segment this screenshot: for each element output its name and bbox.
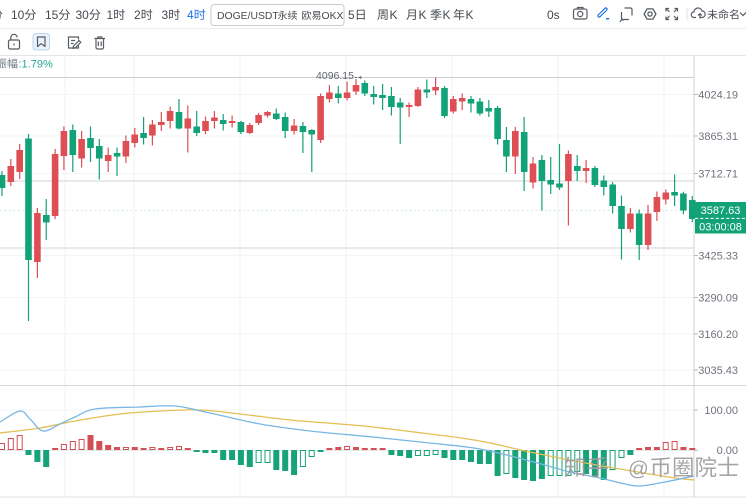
svg-text:03:00:08: 03:00:08 — [699, 221, 742, 233]
svg-text:4096.15: 4096.15 — [316, 70, 354, 82]
svg-text:@: @ — [628, 458, 649, 481]
svg-text:2: 2 — [134, 8, 141, 22]
svg-text:K: K — [419, 8, 427, 22]
svg-text:1: 1 — [107, 8, 114, 22]
svg-text:30: 30 — [76, 8, 90, 22]
svg-text:0s: 0s — [547, 8, 560, 22]
svg-text:3587.63: 3587.63 — [701, 205, 741, 217]
svg-text:15: 15 — [45, 8, 59, 22]
svg-text:0.00: 0.00 — [717, 445, 738, 457]
svg-text:5: 5 — [348, 8, 355, 22]
svg-text:3: 3 — [162, 8, 169, 22]
svg-text:K: K — [390, 8, 398, 22]
svg-text:OKX: OKX — [322, 11, 344, 22]
svg-text:100.00: 100.00 — [704, 405, 738, 417]
svg-text:3425.33: 3425.33 — [698, 250, 738, 262]
svg-text:4024.19: 4024.19 — [698, 89, 738, 101]
svg-text:3035.43: 3035.43 — [698, 365, 738, 377]
svg-text:3865.31: 3865.31 — [698, 131, 738, 143]
svg-text:DOGE/USDT: DOGE/USDT — [217, 11, 279, 22]
svg-text::1.79%: :1.79% — [19, 59, 53, 71]
svg-text:3712.71: 3712.71 — [698, 168, 738, 180]
svg-text:K: K — [466, 8, 474, 22]
svg-text:10: 10 — [11, 8, 25, 22]
svg-text:3290.09: 3290.09 — [698, 292, 738, 304]
svg-text:3160.20: 3160.20 — [698, 329, 738, 341]
svg-text:4: 4 — [187, 8, 194, 22]
svg-text:K: K — [443, 8, 451, 22]
